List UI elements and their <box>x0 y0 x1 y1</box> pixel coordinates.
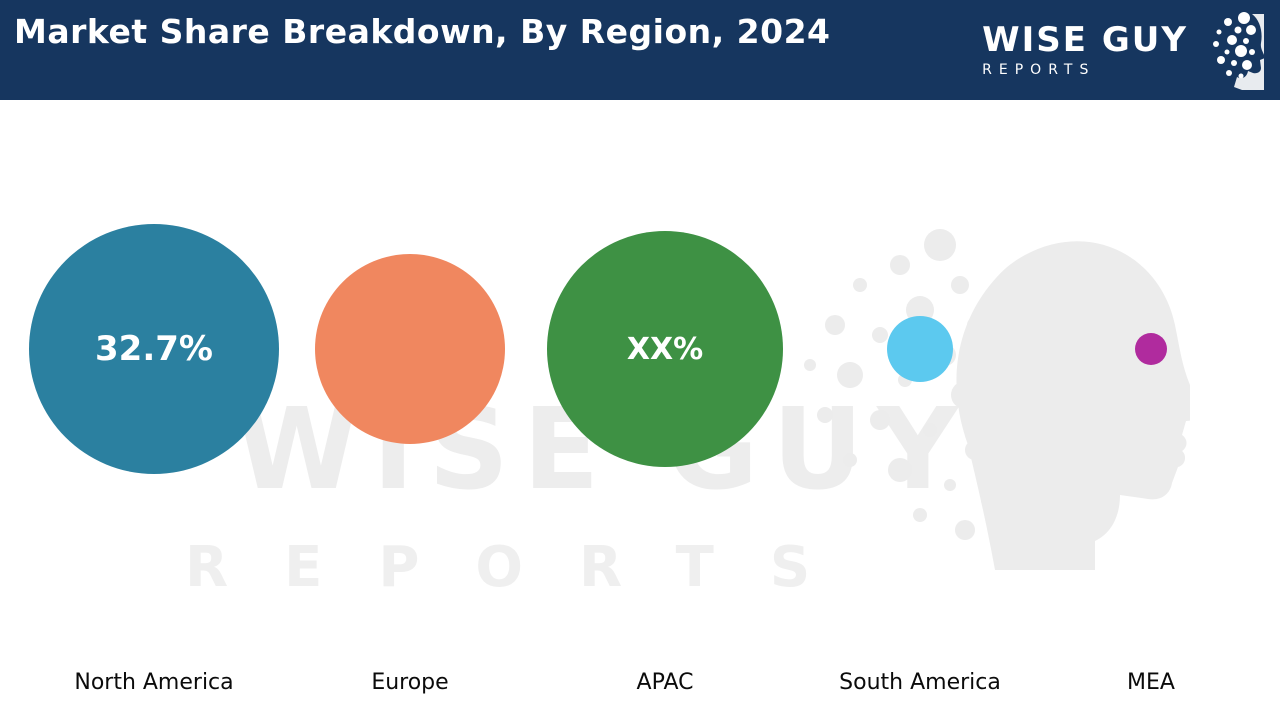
bubble-north-america: 32.7% <box>29 224 279 474</box>
watermark-head-icon <box>804 229 1190 570</box>
category-label-south-america: South America <box>839 670 1001 695</box>
brand-name: WISE GUY <box>982 20 1188 61</box>
bubble-apac: XX% <box>547 231 783 467</box>
page-title: Market Share Breakdown, By Region, 2024 <box>14 12 831 51</box>
brand-subtitle: REPORTS <box>982 61 1096 78</box>
category-label-mea: MEA <box>1127 670 1175 695</box>
header: Market Share Breakdown, By Region, 2024 … <box>0 0 1280 100</box>
bubble-value-apac: XX% <box>626 331 704 367</box>
category-label-apac: APAC <box>636 670 694 695</box>
brand-logo-text: WISE GUY REPORTS <box>982 20 1188 78</box>
bubble-europe <box>315 254 505 444</box>
category-label-europe: Europe <box>371 670 449 695</box>
bubble-mea <box>1135 333 1167 365</box>
bubble-value-north-america: 32.7% <box>95 329 213 369</box>
watermark-text-2: REPORTS <box>185 535 867 600</box>
category-label-north-america: North America <box>74 670 234 695</box>
brand-logo: WISE GUY REPORTS <box>982 0 1280 90</box>
brand-head-icon <box>1213 12 1264 90</box>
bubble-south-america <box>887 316 953 382</box>
